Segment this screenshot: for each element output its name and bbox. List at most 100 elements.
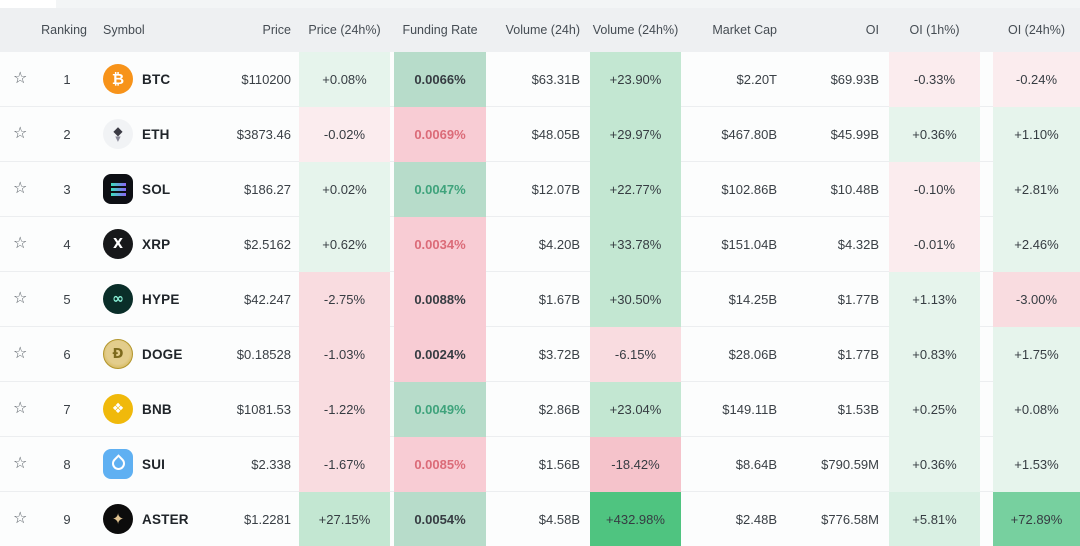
column-gap (390, 327, 394, 382)
funding-rate-value: 0.0085% (394, 437, 486, 492)
column-gap-wide (980, 492, 993, 546)
star-outline-icon[interactable]: ☆ (13, 125, 28, 142)
table-row[interactable]: ☆ 7 BNB $1081.53 -1.22% 0.0049% $2.86B +… (0, 382, 1080, 437)
price-24h-pct-value: -1.22% (299, 382, 390, 437)
table-row[interactable]: ☆ 2 ETH $3873.46 -0.02% 0.0069% $48.05B … (0, 107, 1080, 162)
star-outline-icon[interactable]: ☆ (13, 510, 28, 527)
price-24h-pct-value: +27.15% (299, 492, 390, 546)
symbol-label: HYPE (142, 291, 180, 307)
header-oi[interactable]: OI (865, 23, 879, 37)
column-gap (885, 107, 889, 162)
table-row[interactable]: ☆ 5 HYPE $42.247 -2.75% 0.0088% $1.67B +… (0, 272, 1080, 327)
ranking-value: 1 (44, 52, 90, 107)
symbol-cell[interactable]: ASTER (90, 492, 225, 546)
header-funding-rate[interactable]: Funding Rate (402, 23, 478, 37)
header-volume-24h-pct[interactable]: Volume (24h%) (592, 23, 679, 37)
star-outline-icon[interactable]: ☆ (13, 235, 28, 252)
oi-value: $1.77B (783, 272, 885, 327)
column-gap (586, 162, 590, 217)
header-ranking[interactable]: Ranking (41, 23, 87, 37)
ranking-value: 8 (44, 437, 90, 492)
table-row[interactable]: ☆ 4 XRP $2.5162 +0.62% 0.0034% $4.20B +3… (0, 217, 1080, 272)
price-24h-pct-value: +0.62% (299, 217, 390, 272)
favorite-cell: ☆ (0, 217, 44, 272)
star-outline-icon[interactable]: ☆ (13, 70, 28, 87)
symbol-cell[interactable]: SOL (90, 162, 225, 217)
column-gap (885, 382, 889, 437)
price-value: $186.27 (225, 162, 299, 217)
column-gap (390, 52, 394, 107)
price-value: $2.5162 (225, 217, 299, 272)
star-outline-icon[interactable]: ☆ (13, 345, 28, 362)
price-24h-pct-value: -0.02% (299, 107, 390, 162)
market-cap-value: $467.80B (681, 107, 783, 162)
header-price-24h[interactable]: Price (24h%) (308, 23, 381, 37)
sol-coin-icon (103, 174, 133, 204)
ranking-value: 3 (44, 162, 90, 217)
oi-1h-pct-value: -0.01% (889, 217, 980, 272)
column-gap (586, 382, 590, 437)
star-outline-icon[interactable]: ☆ (13, 400, 28, 417)
price-24h-pct-value: -1.67% (299, 437, 390, 492)
market-cap-value: $151.04B (681, 217, 783, 272)
volume-24h-pct-value: +23.90% (590, 52, 681, 107)
table-row[interactable]: ☆ 6 DOGE $0.18528 -1.03% 0.0024% $3.72B … (0, 327, 1080, 382)
column-gap (390, 272, 394, 327)
oi-value: $1.77B (783, 327, 885, 382)
top-strip (0, 0, 1080, 8)
header-market-cap[interactable]: Market Cap (712, 23, 777, 37)
market-cap-value: $8.64B (681, 437, 783, 492)
column-gap (885, 217, 889, 272)
symbol-cell[interactable]: SUI (90, 437, 225, 492)
oi-value: $4.32B (783, 217, 885, 272)
header-symbol[interactable]: Symbol (103, 23, 145, 37)
symbol-cell[interactable]: BNB (90, 382, 225, 437)
funding-rate-value: 0.0049% (394, 382, 486, 437)
price-value: $1081.53 (225, 382, 299, 437)
column-gap (586, 272, 590, 327)
table-row[interactable]: ☆ 9 ASTER $1.2281 +27.15% 0.0054% $4.58B… (0, 492, 1080, 546)
star-outline-icon[interactable]: ☆ (13, 180, 28, 197)
hype-coin-icon (103, 284, 133, 314)
market-cap-value: $14.25B (681, 272, 783, 327)
symbol-cell[interactable]: HYPE (90, 272, 225, 327)
header-price[interactable]: Price (262, 23, 291, 37)
price-value: $3873.46 (225, 107, 299, 162)
oi-1h-pct-value: +5.81% (889, 492, 980, 546)
symbol-cell[interactable]: ETH (90, 107, 225, 162)
funding-rate-value: 0.0024% (394, 327, 486, 382)
oi-24h-pct-value: +2.81% (993, 162, 1080, 217)
xrp-coin-icon (103, 229, 133, 259)
price-value: $0.18528 (225, 327, 299, 382)
symbol-cell[interactable]: BTC (90, 52, 225, 107)
aster-coin-icon (103, 504, 133, 534)
header-volume-24h[interactable]: Volume (24h) (505, 23, 580, 37)
oi-1h-pct-value: +0.36% (889, 437, 980, 492)
volume-24h-value: $12.07B (486, 162, 586, 217)
symbol-label: DOGE (142, 346, 183, 362)
header-oi-1h[interactable]: OI (1h%) (909, 23, 960, 37)
header-oi-24h[interactable]: OI (24h%) (1008, 23, 1065, 37)
oi-value: $790.59M (783, 437, 885, 492)
star-outline-icon[interactable]: ☆ (13, 290, 28, 307)
column-gap (390, 382, 394, 437)
star-outline-icon[interactable]: ☆ (13, 455, 28, 472)
price-value: $1.2281 (225, 492, 299, 546)
oi-24h-pct-value: -0.24% (993, 52, 1080, 107)
symbol-cell[interactable]: DOGE (90, 327, 225, 382)
volume-24h-pct-value: +22.77% (590, 162, 681, 217)
oi-24h-pct-value: +0.08% (993, 382, 1080, 437)
volume-24h-pct-value: +30.50% (590, 272, 681, 327)
volume-24h-value: $3.72B (486, 327, 586, 382)
column-gap (885, 327, 889, 382)
symbol-cell[interactable]: XRP (90, 217, 225, 272)
ranking-value: 5 (44, 272, 90, 327)
volume-24h-value: $63.31B (486, 52, 586, 107)
column-gap (390, 107, 394, 162)
table-row[interactable]: ☆ 1 BTC $110200 +0.08% 0.0066% $63.31B +… (0, 52, 1080, 107)
table-row[interactable]: ☆ 3 SOL $186.27 +0.02% 0.0047% $12.07B +… (0, 162, 1080, 217)
table-row[interactable]: ☆ 8 SUI $2.338 -1.67% 0.0085% $1.56B -18… (0, 437, 1080, 492)
oi-value: $776.58M (783, 492, 885, 546)
ranking-value: 4 (44, 217, 90, 272)
